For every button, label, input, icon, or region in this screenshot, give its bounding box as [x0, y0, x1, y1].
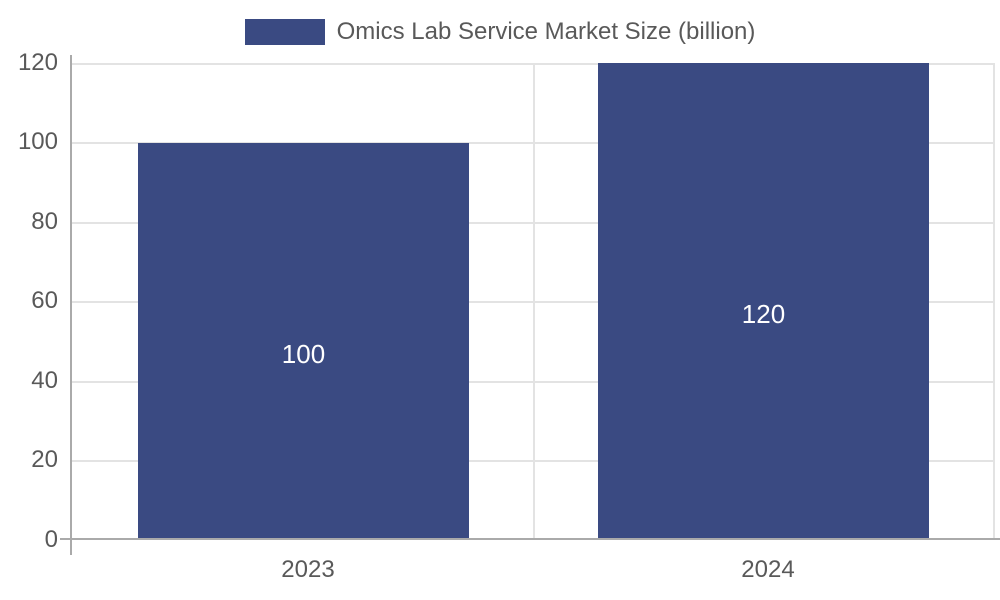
y-axis-tick-labels: 120 100 80 60 40 20 0: [0, 0, 68, 600]
y-tick-label: 100: [17, 128, 58, 155]
legend-item-series-1[interactable]: Omics Lab Service Market Size (billion): [244, 18, 756, 45]
x-tick-label-2024: 2024: [741, 556, 795, 583]
gridline-vertical: [533, 63, 535, 539]
x-tick-label-2023: 2023: [281, 556, 335, 583]
bar-2024[interactable]: 120: [598, 63, 929, 539]
y-tick-label: 60: [31, 287, 58, 314]
legend-color-swatch-icon: [244, 19, 325, 45]
bar-value-label: 120: [741, 299, 786, 329]
bar-value-label: 100: [281, 339, 326, 369]
y-axis-line: [70, 55, 72, 555]
y-tick-label: 120: [17, 49, 58, 76]
chart-legend: Omics Lab Service Market Size (billion): [0, 14, 1000, 50]
y-tick-label: 40: [31, 367, 58, 394]
legend-item-label: Omics Lab Service Market Size (billion): [336, 18, 756, 45]
y-tick-label: 20: [31, 446, 58, 473]
gridline-vertical: [993, 63, 995, 539]
y-tick-label: 80: [31, 208, 58, 235]
plot-area: 100 120: [72, 63, 995, 539]
x-axis-line: [60, 538, 1000, 540]
y-tick-label: 0: [44, 526, 58, 553]
bar-2023[interactable]: 100: [138, 143, 469, 539]
